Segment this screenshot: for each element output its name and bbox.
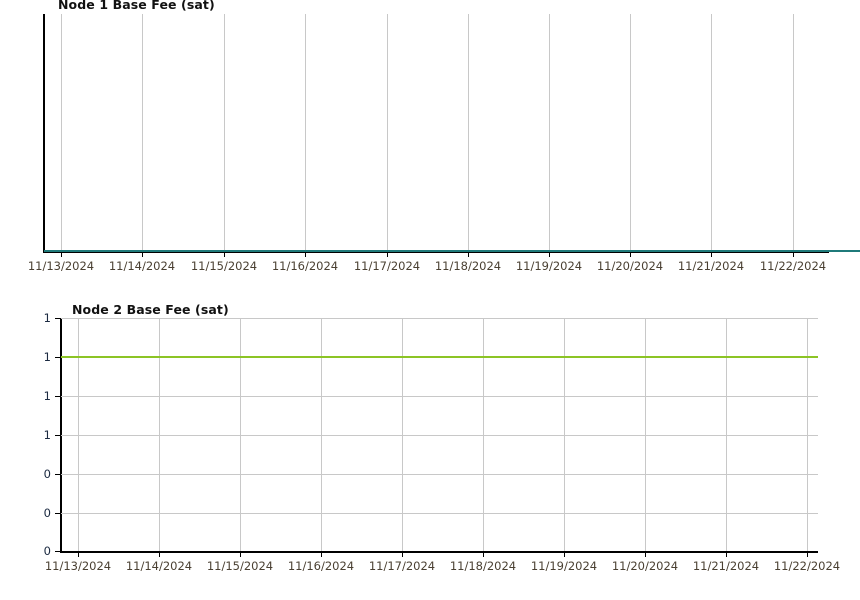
horizontal-gridline	[61, 396, 818, 397]
x-axis-tick	[159, 552, 161, 557]
chart-panel-node-2: Node 2 Base Fee (sat) 1 1 1 1 0 0 0 11/13/2024…	[0, 290, 860, 600]
x-axis-tick	[468, 252, 470, 257]
x-axis-tick-label: 11/16/2024	[271, 259, 339, 273]
horizontal-gridline	[61, 435, 818, 436]
vertical-gridline	[711, 14, 712, 252]
vertical-gridline	[321, 318, 322, 551]
x-axis-tick-label: 11/18/2024	[449, 559, 517, 573]
x-axis-tick-label: 11/19/2024	[515, 259, 583, 273]
y-axis-tick	[55, 396, 60, 398]
x-axis-tick	[483, 552, 485, 557]
x-axis-tick-label: 11/20/2024	[596, 259, 664, 273]
x-axis-tick-label: 11/16/2024	[287, 559, 355, 573]
x-axis-tick	[564, 552, 566, 557]
y-axis-tick-label: 0	[43, 467, 51, 481]
y-axis-tick	[55, 513, 60, 515]
chart-title-node-2: Node 2 Base Fee (sat)	[72, 302, 229, 317]
vertical-gridline	[468, 14, 469, 252]
vertical-gridline	[240, 318, 241, 551]
y-axis-line-node-2	[60, 318, 62, 552]
vertical-gridline	[630, 14, 631, 252]
x-axis-tick-label: 11/17/2024	[353, 259, 421, 273]
vertical-gridline	[793, 14, 794, 252]
vertical-gridline	[224, 14, 225, 252]
x-axis-tick	[549, 252, 551, 257]
vertical-gridline	[549, 14, 550, 252]
x-axis-tick-label: 11/20/2024	[611, 559, 679, 573]
x-axis-tick-label: 11/19/2024	[530, 559, 598, 573]
y-axis-tick	[55, 435, 60, 437]
vertical-gridline	[159, 318, 160, 551]
x-axis-tick-label: 11/18/2024	[434, 259, 502, 273]
x-axis-line-node-2	[60, 551, 818, 553]
x-axis-tick	[807, 552, 809, 557]
series-line-node-1	[44, 250, 860, 253]
x-axis-tick	[726, 552, 728, 557]
y-axis-tick-label: 1	[43, 389, 51, 403]
y-axis-line-node-1	[43, 14, 45, 253]
x-axis-tick-label: 11/22/2024	[773, 559, 841, 573]
x-axis-tick	[387, 252, 389, 257]
x-axis-tick	[305, 252, 307, 257]
x-axis-tick-label: 11/22/2024	[759, 259, 827, 273]
x-axis-tick-label: 11/14/2024	[125, 559, 193, 573]
vertical-gridline	[402, 318, 403, 551]
x-axis-tick-label: 11/13/2024	[27, 259, 95, 273]
horizontal-gridline	[61, 513, 818, 514]
x-axis-tick-label: 11/13/2024	[44, 559, 112, 573]
x-axis-tick-label: 11/17/2024	[368, 559, 436, 573]
x-axis-tick	[711, 252, 713, 257]
vertical-gridline	[807, 318, 808, 551]
x-axis-tick-label: 11/21/2024	[677, 259, 745, 273]
chart-title-node-1: Node 1 Base Fee (sat)	[58, 0, 215, 12]
chart-panel-node-1: Node 1 Base Fee (sat) 11/13/2024 11/14/20…	[0, 0, 860, 290]
y-axis-tick-label: 1	[43, 428, 51, 442]
x-axis-tick-label: 11/21/2024	[692, 559, 760, 573]
y-axis-tick-label: 0	[43, 544, 51, 558]
x-axis-tick	[402, 552, 404, 557]
y-axis-tick-label: 1	[43, 311, 51, 325]
vertical-gridline	[305, 14, 306, 252]
vertical-gridline	[564, 318, 565, 551]
vertical-gridline	[61, 14, 62, 252]
x-axis-tick	[793, 252, 795, 257]
x-axis-tick	[645, 552, 647, 557]
vertical-gridline	[483, 318, 484, 551]
series-line-node-2	[61, 356, 818, 359]
y-axis-tick	[55, 357, 60, 359]
y-axis-tick	[55, 474, 60, 476]
x-axis-tick	[142, 252, 144, 257]
x-axis-tick	[78, 552, 80, 557]
vertical-gridline	[78, 318, 79, 551]
y-axis-tick-label: 1	[43, 350, 51, 364]
x-axis-tick	[224, 252, 226, 257]
x-axis-tick-label: 11/14/2024	[108, 259, 176, 273]
x-axis-tick-label: 11/15/2024	[206, 559, 274, 573]
x-axis-tick	[61, 252, 63, 257]
y-axis-tick-label: 0	[43, 506, 51, 520]
y-axis-tick	[55, 551, 60, 553]
vertical-gridline	[726, 318, 727, 551]
x-axis-tick	[630, 252, 632, 257]
vertical-gridline	[387, 14, 388, 252]
plot-area-node-1	[44, 14, 860, 252]
horizontal-gridline	[61, 474, 818, 475]
x-axis-tick-label: 11/15/2024	[190, 259, 258, 273]
x-axis-tick	[321, 552, 323, 557]
vertical-gridline	[142, 14, 143, 252]
y-axis-tick	[55, 318, 60, 320]
vertical-gridline	[645, 318, 646, 551]
x-axis-tick	[240, 552, 242, 557]
horizontal-gridline	[61, 318, 818, 319]
